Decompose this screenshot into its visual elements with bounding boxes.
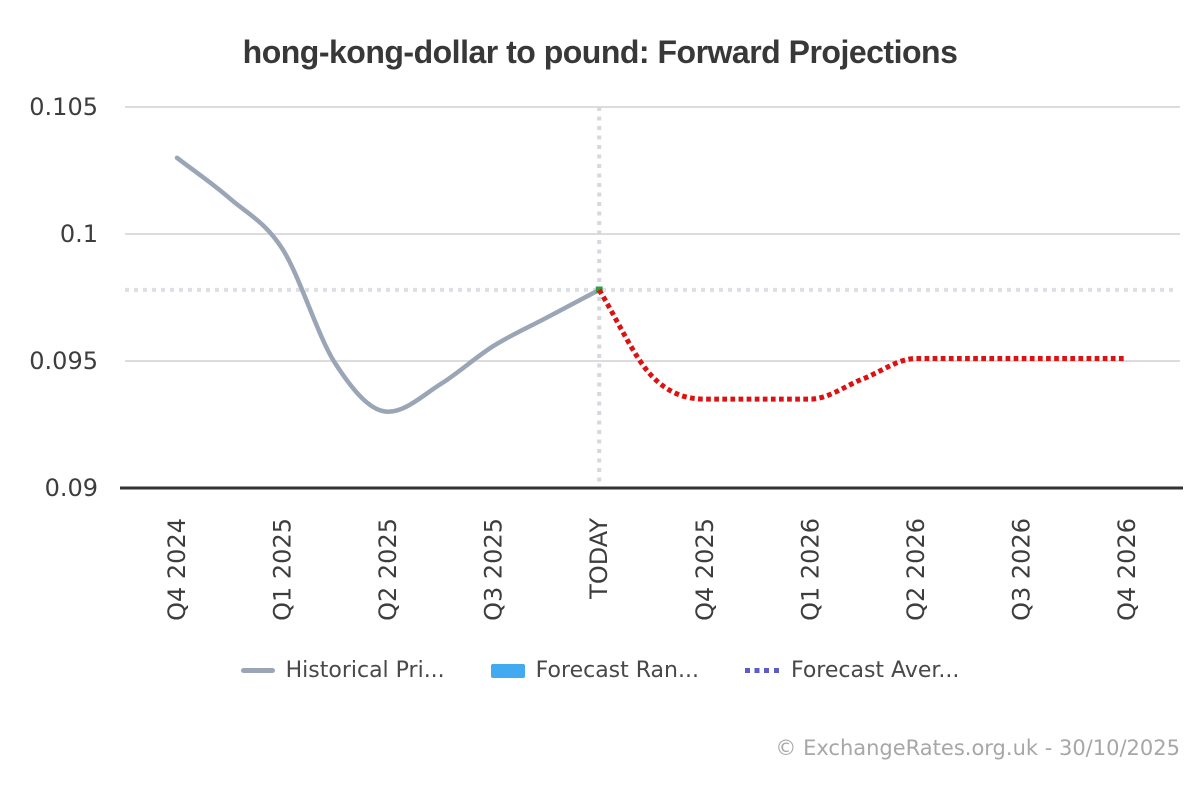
legend-label-forecast-average: Forecast Aver... [790, 658, 960, 683]
x-axis-tick-label: Q4 2024 [163, 518, 191, 621]
y-axis-tick-label: 0.105 [29, 93, 98, 121]
chart-legend: Historical Pri... Forecast Ran... Foreca… [0, 658, 1200, 683]
legend-label-historical: Historical Pri... [285, 658, 445, 683]
legend-item-forecast-average[interactable]: Forecast Aver... [744, 658, 960, 683]
x-axis-tick-label: Q2 2026 [902, 518, 930, 621]
y-axis-tick-label: 0.095 [29, 347, 98, 375]
x-axis-tick-label: Q1 2026 [796, 518, 824, 621]
x-axis-tick-label: Q1 2025 [269, 518, 297, 621]
y-axis-tick-label: 0.1 [60, 220, 98, 248]
watermark-credit: © ExchangeRates.org.uk - 30/10/2025 [775, 736, 1180, 760]
y-axis-tick-label: 0.09 [45, 474, 98, 502]
x-axis-tick-label: Q2 2025 [374, 518, 402, 621]
forecast-average-swatch-icon [744, 668, 780, 673]
x-axis-tick-label: TODAY [585, 518, 613, 600]
forecast-range-swatch-icon [490, 663, 525, 678]
x-axis-tick-label: Q4 2026 [1113, 518, 1141, 621]
forecast-average-dotted-line [597, 288, 1127, 402]
x-axis-tick-label: Q4 2025 [691, 518, 719, 621]
x-axis-tick-label: Q3 2026 [1007, 518, 1035, 621]
today-junction-marker [595, 286, 603, 294]
x-axis-tick-label: Q3 2025 [480, 518, 508, 621]
chart-title: hong-kong-dollar to pound: Forward Proje… [242, 34, 958, 70]
legend-item-forecast-range[interactable]: Forecast Ran... [490, 658, 699, 683]
historical-price-line [174, 155, 602, 415]
legend-item-historical-price[interactable]: Historical Pri... [240, 658, 445, 683]
legend-label-forecast-range: Forecast Ran... [535, 658, 699, 683]
historical-line-swatch-icon [240, 668, 275, 673]
